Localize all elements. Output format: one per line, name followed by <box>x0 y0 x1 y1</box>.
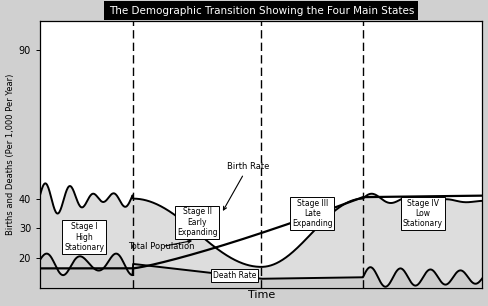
Text: Stage II
Early
Expanding: Stage II Early Expanding <box>177 207 218 237</box>
Title: The Demographic Transition Showing the Four Main States: The Demographic Transition Showing the F… <box>109 6 414 16</box>
Text: Birth Rate: Birth Rate <box>224 162 269 210</box>
Text: Total Population: Total Population <box>128 240 195 251</box>
Text: Death Rate: Death Rate <box>213 271 256 280</box>
X-axis label: Time: Time <box>247 290 275 300</box>
Text: Stage I
High
Stationary: Stage I High Stationary <box>64 222 104 252</box>
Text: Stage IV
Low
Stationary: Stage IV Low Stationary <box>403 199 443 228</box>
Text: Stage III
Late
Expanding: Stage III Late Expanding <box>292 199 332 228</box>
Y-axis label: Births and Deaths (Per 1,000 Per Year): Births and Deaths (Per 1,000 Per Year) <box>5 73 15 235</box>
